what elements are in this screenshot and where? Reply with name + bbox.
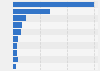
Bar (13, 15, 26, 21)
Bar (13, 57, 18, 62)
Bar (13, 15, 100, 22)
Bar (13, 36, 100, 42)
Bar (13, 50, 17, 56)
Bar (13, 29, 100, 36)
Bar (13, 36, 18, 42)
Bar (13, 29, 21, 35)
Bar (13, 9, 50, 14)
Bar (13, 64, 16, 69)
Bar (13, 22, 22, 28)
Bar (13, 1, 100, 8)
Bar (13, 22, 100, 29)
Bar (13, 42, 100, 49)
Bar (13, 63, 100, 70)
Bar (13, 8, 100, 15)
Bar (13, 49, 100, 56)
Bar (13, 2, 94, 7)
Bar (13, 56, 100, 63)
Bar (13, 43, 17, 49)
